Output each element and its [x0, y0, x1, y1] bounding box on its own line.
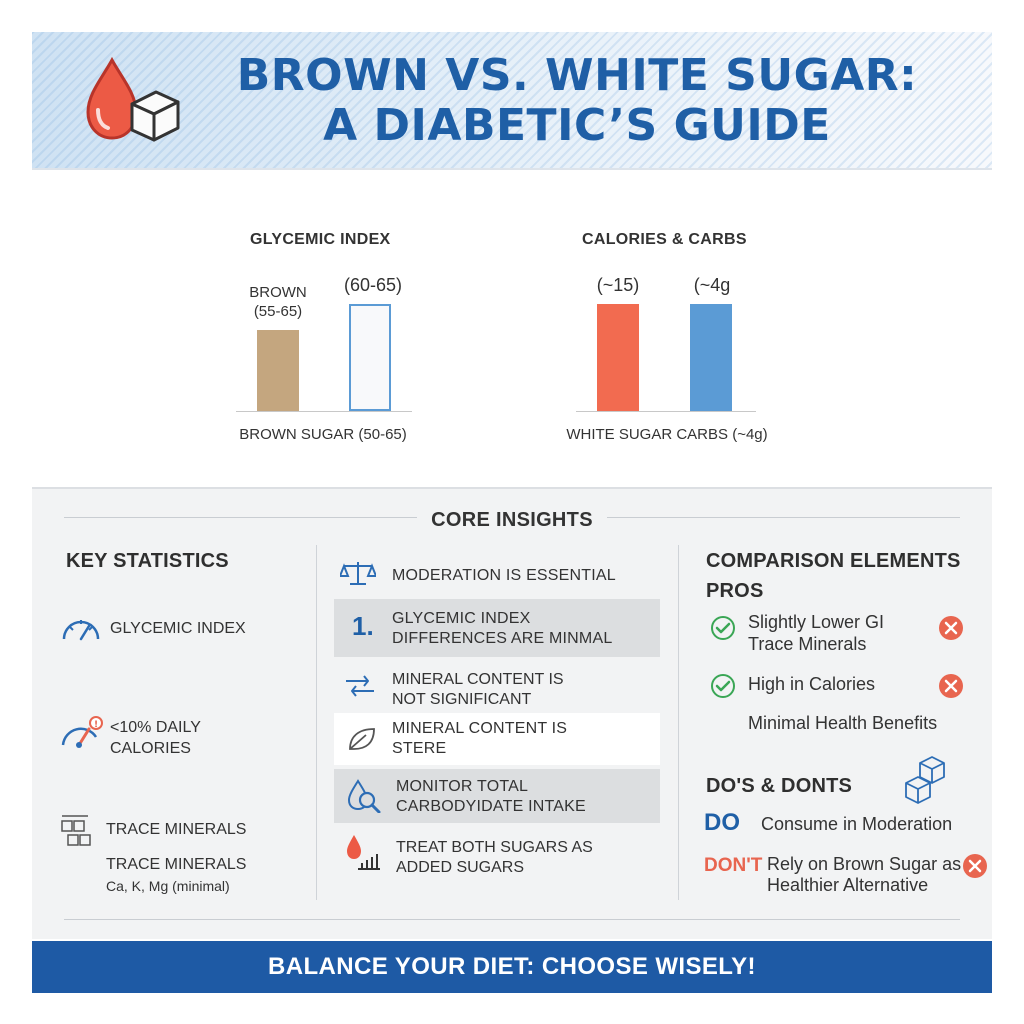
chart-title-glycemic: GLYCEMIC INDEX: [250, 231, 391, 248]
footer-banner: BALANCE YOUR DIET: CHOOSE WISELY!: [32, 941, 992, 993]
page-title-line1: BROWN VS. WHITE SUGAR:: [236, 50, 918, 101]
drop-chart-icon: [347, 835, 380, 870]
insight-line: MONITOR TOTAL: [396, 778, 529, 795]
pro-lower-gi: Slightly Lower GI: [748, 612, 885, 632]
pros-heading: PROS: [706, 580, 764, 602]
stat-daily-calories-line2: CALORIES: [110, 740, 191, 757]
cross-icon: [939, 674, 963, 698]
header-banner: BROWN VS. WHITE SUGAR: A DIABETIC’S GUID…: [32, 32, 992, 170]
trace-minerals-detail: Ca, K, Mg (minimal): [106, 878, 230, 894]
insight-mineral-stere: MINERAL CONTENT IS STERE: [334, 713, 660, 765]
insight-moderation: MODERATION IS ESSENTIAL: [392, 567, 616, 584]
key-statistics-heading: KEY STATISTICS: [66, 550, 229, 572]
insight-monitor-carbs: MONITOR TOTAL CARBODYIDATE INTAKE: [334, 769, 660, 823]
insight-number: 1.: [352, 611, 374, 641]
stat-glycemic-index: GLYCEMIC INDEX: [110, 620, 246, 637]
bar-brown-calories: [597, 304, 639, 411]
insights-panel: CORE INSIGHTS KEY STATISTICS GLYCEMIC IN…: [32, 487, 992, 939]
baseline: [236, 411, 412, 412]
chart-title-calories: CALORIES & CARBS: [582, 231, 747, 248]
baseline: [576, 411, 756, 412]
divider: [316, 545, 317, 900]
cross-icon: [963, 854, 987, 878]
leaf-icon: [349, 728, 375, 750]
check-icon: [711, 616, 735, 640]
trace-minerals-title: TRACE MINERALS: [106, 856, 247, 873]
footer-text: BALANCE YOUR DIET: CHOOSE WISELY!: [268, 953, 756, 980]
insight-added-sugars-line2: ADDED SUGARS: [396, 859, 525, 876]
insight-line: MINERAL CONTENT IS: [392, 720, 568, 737]
dont-text-line1: Rely on Brown Sugar as: [767, 854, 962, 874]
x-label-glycemic: BROWN SUGAR (50-65): [239, 426, 407, 443]
insight-mineral-content: MINERAL CONTENT IS: [392, 671, 564, 688]
sugar-cubes-icon: [905, 756, 945, 804]
section-heading: CORE INSIGHTS: [32, 509, 992, 532]
sugar-cube-icon: [130, 90, 180, 142]
pro-trace-minerals: Trace Minerals: [748, 634, 867, 654]
item-high-calories: High in Calories: [748, 674, 876, 694]
insight-gi-differences: 1. GLYCEMIC INDEX DIFFERENCES ARE MINMAL: [334, 599, 660, 657]
insight-line: STERE: [392, 740, 447, 757]
divider: [678, 545, 679, 900]
stat-daily-calories-line1: <10% DAILY: [110, 719, 201, 736]
divider: [64, 919, 960, 920]
check-icon: [711, 674, 735, 698]
insight-line: GLYCEMIC INDEX: [392, 610, 531, 627]
stat-trace-minerals: TRACE MINERALS: [106, 821, 247, 838]
bar-label-white-carbs: (~4g: [693, 275, 731, 295]
dont-text-line2: Healthier Alternative: [767, 875, 929, 895]
comparison-heading: COMPARISON ELEMENTS: [706, 550, 961, 572]
bar-white-gi: [349, 304, 391, 411]
con-minimal-benefits: Minimal Health Benefits: [748, 713, 938, 733]
insight-mineral-content-line2: NOT SIGNIFICANT: [392, 691, 532, 708]
do-label: DO: [704, 809, 740, 836]
insight-line: DIFFERENCES ARE MINMAL: [392, 630, 613, 647]
scale-icon: [340, 562, 376, 585]
x-label-calories: WHITE SUGAR CARBS (~4g): [566, 426, 768, 443]
gauge-icon: [62, 620, 100, 641]
page-title-line2: A DIABETIC’S GUIDE: [323, 100, 831, 151]
bar-label-white: (60-65): [343, 275, 403, 295]
svg-text:!: !: [94, 720, 98, 730]
periodic-table-icon: [61, 815, 91, 846]
insight-line: CARBODYIDATE INTAKE: [396, 798, 586, 815]
arrows-icon: [346, 675, 374, 697]
bar-white-carbs: [690, 304, 732, 411]
bar-label-brown-calories: (~15): [596, 275, 640, 295]
insight-added-sugars: TREAT BOTH SUGARS AS: [396, 839, 593, 856]
gauge-warning-icon: !: [61, 716, 103, 748]
bar-brown-gi: [257, 330, 299, 411]
blood-drop-icon: [86, 56, 180, 142]
cross-icon: [939, 616, 963, 640]
dos-donts-heading: DO'S & DONTS: [706, 775, 853, 797]
drop-magnifier-icon: [347, 779, 381, 813]
bar-label-brown: BROWN (55-65): [249, 284, 307, 320]
do-text: Consume in Moderation: [761, 814, 953, 834]
dont-label: DON'T: [704, 855, 763, 876]
